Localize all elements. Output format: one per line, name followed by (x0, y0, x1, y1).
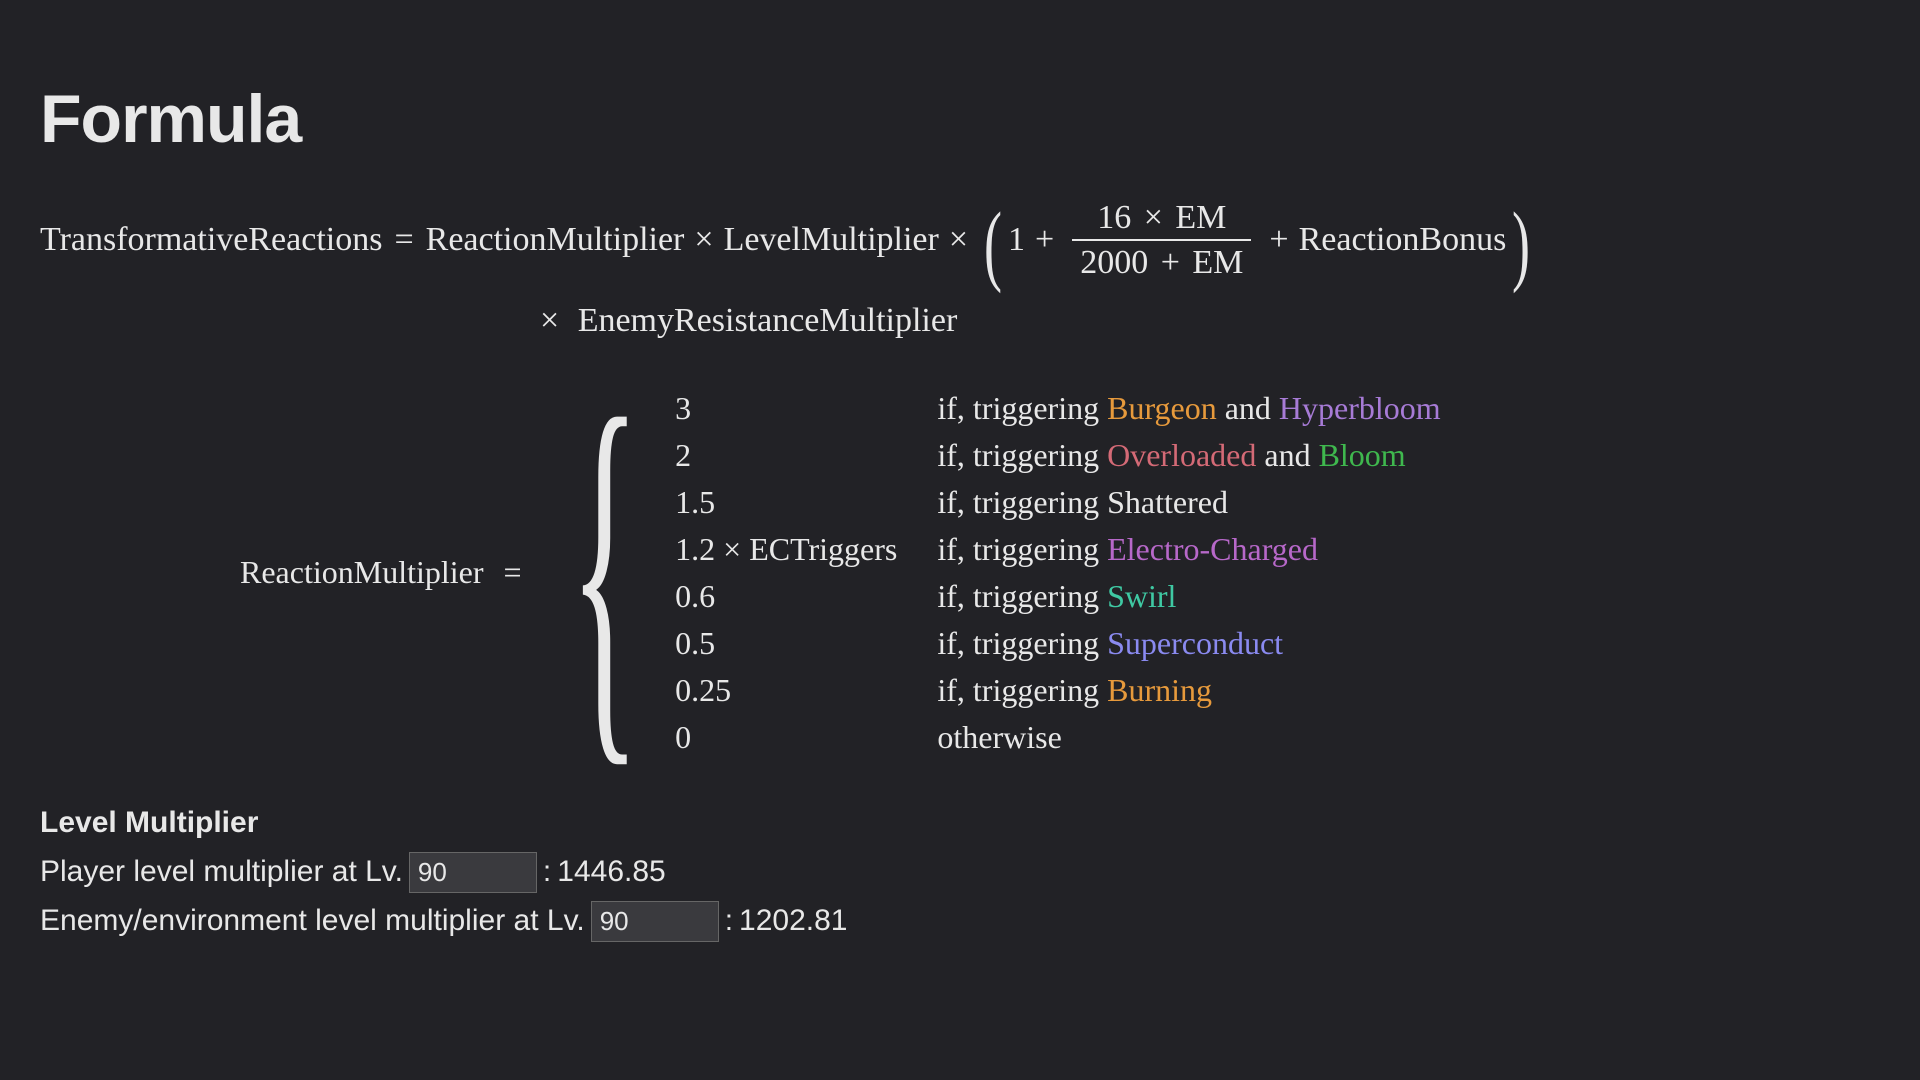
case-condition: otherwise (937, 719, 1440, 756)
lhs: TransformativeReactions (40, 211, 382, 269)
case-value: 1.2 × ECTriggers (675, 531, 897, 568)
reaction-swirl: Swirl (1107, 578, 1176, 614)
case-value: 0 (675, 719, 897, 756)
left-paren-big: ( (984, 204, 1002, 285)
reaction-burgeon: Burgeon (1107, 390, 1217, 426)
reaction-electro-charged: Electro-Charged (1107, 531, 1318, 567)
times-sign: × (939, 211, 978, 269)
em-fraction: 16 × EM 2000 + EM (1072, 198, 1251, 282)
enemy-label: Enemy/environment level multiplier at Lv… (40, 904, 585, 938)
case-value: 0.25 (675, 672, 897, 709)
colon: : (725, 904, 733, 938)
case-value: 0.5 (675, 625, 897, 662)
level-multiplier-heading: Level Multiplier (40, 806, 1880, 840)
term-reaction-bonus: ReactionBonus (1299, 211, 1507, 269)
page-title: Formula (40, 80, 1880, 158)
case-value: 2 (675, 437, 897, 474)
case-condition: if, triggering Shattered (937, 484, 1440, 521)
plus-sign: + (1259, 211, 1298, 269)
plus-sign: + (1025, 211, 1064, 269)
case-condition: if, triggering Overloaded and Bloom (937, 437, 1440, 474)
one: 1 (1008, 211, 1025, 269)
main-formula-line-1: TransformativeReactions = ReactionMultip… (40, 198, 1880, 282)
player-level-input[interactable] (409, 852, 537, 893)
cases-lhs: ReactionMultiplier = (240, 554, 544, 591)
enemy-level-value: 1202.81 (739, 904, 847, 938)
case-condition: if, triggering Burgeon and Hyperbloom (937, 390, 1440, 427)
case-value: 1.5 (675, 484, 897, 521)
page-root: Formula TransformativeReactions = Reacti… (0, 0, 1920, 990)
equals-sign: = (382, 211, 425, 269)
main-formula-line-2: × EnemyResistanceMultiplier (40, 292, 1880, 350)
reaction-overloaded: Overloaded (1107, 437, 1256, 473)
right-paren-big: ) (1512, 204, 1530, 285)
case-condition: if, triggering Swirl (937, 578, 1440, 615)
reaction-superconduct: Superconduct (1107, 625, 1283, 661)
player-level-multiplier-row: Player level multiplier at Lv. : 1446.85 (40, 852, 1880, 893)
case-condition: if, triggering Burning (937, 672, 1440, 709)
player-level-value: 1446.85 (557, 855, 665, 889)
term-reaction-multiplier: ReactionMultiplier (426, 211, 685, 269)
case-value: 3 (675, 390, 897, 427)
case-value: 0.6 (675, 578, 897, 615)
times-sign: × (684, 211, 723, 269)
term-level-multiplier: LevelMultiplier (724, 211, 939, 269)
enemy-level-input[interactable] (591, 901, 719, 942)
colon: : (543, 855, 551, 889)
player-label: Player level multiplier at Lv. (40, 855, 403, 889)
cases-table: 3 if, triggering Burgeon and Hyperbloom 2 i… (675, 390, 1441, 756)
reaction-hyperbloom: Hyperbloom (1279, 390, 1441, 426)
reaction-multiplier-cases: ReactionMultiplier = { 3 if, triggering B… (40, 390, 1880, 756)
left-brace-icon: { (569, 395, 640, 739)
fraction-numerator: 16 × EM (1089, 198, 1234, 239)
times-sign: × (530, 302, 569, 339)
case-condition: if, triggering Electro-Charged (937, 531, 1440, 568)
fraction-denominator: 2000 + EM (1072, 239, 1251, 282)
reaction-burning: Burning (1107, 672, 1212, 708)
enemy-level-multiplier-row: Enemy/environment level multiplier at Lv… (40, 901, 1880, 942)
case-condition: if, triggering Superconduct (937, 625, 1440, 662)
reaction-bloom: Bloom (1319, 437, 1406, 473)
reaction-shattered: Shattered (1107, 484, 1228, 520)
